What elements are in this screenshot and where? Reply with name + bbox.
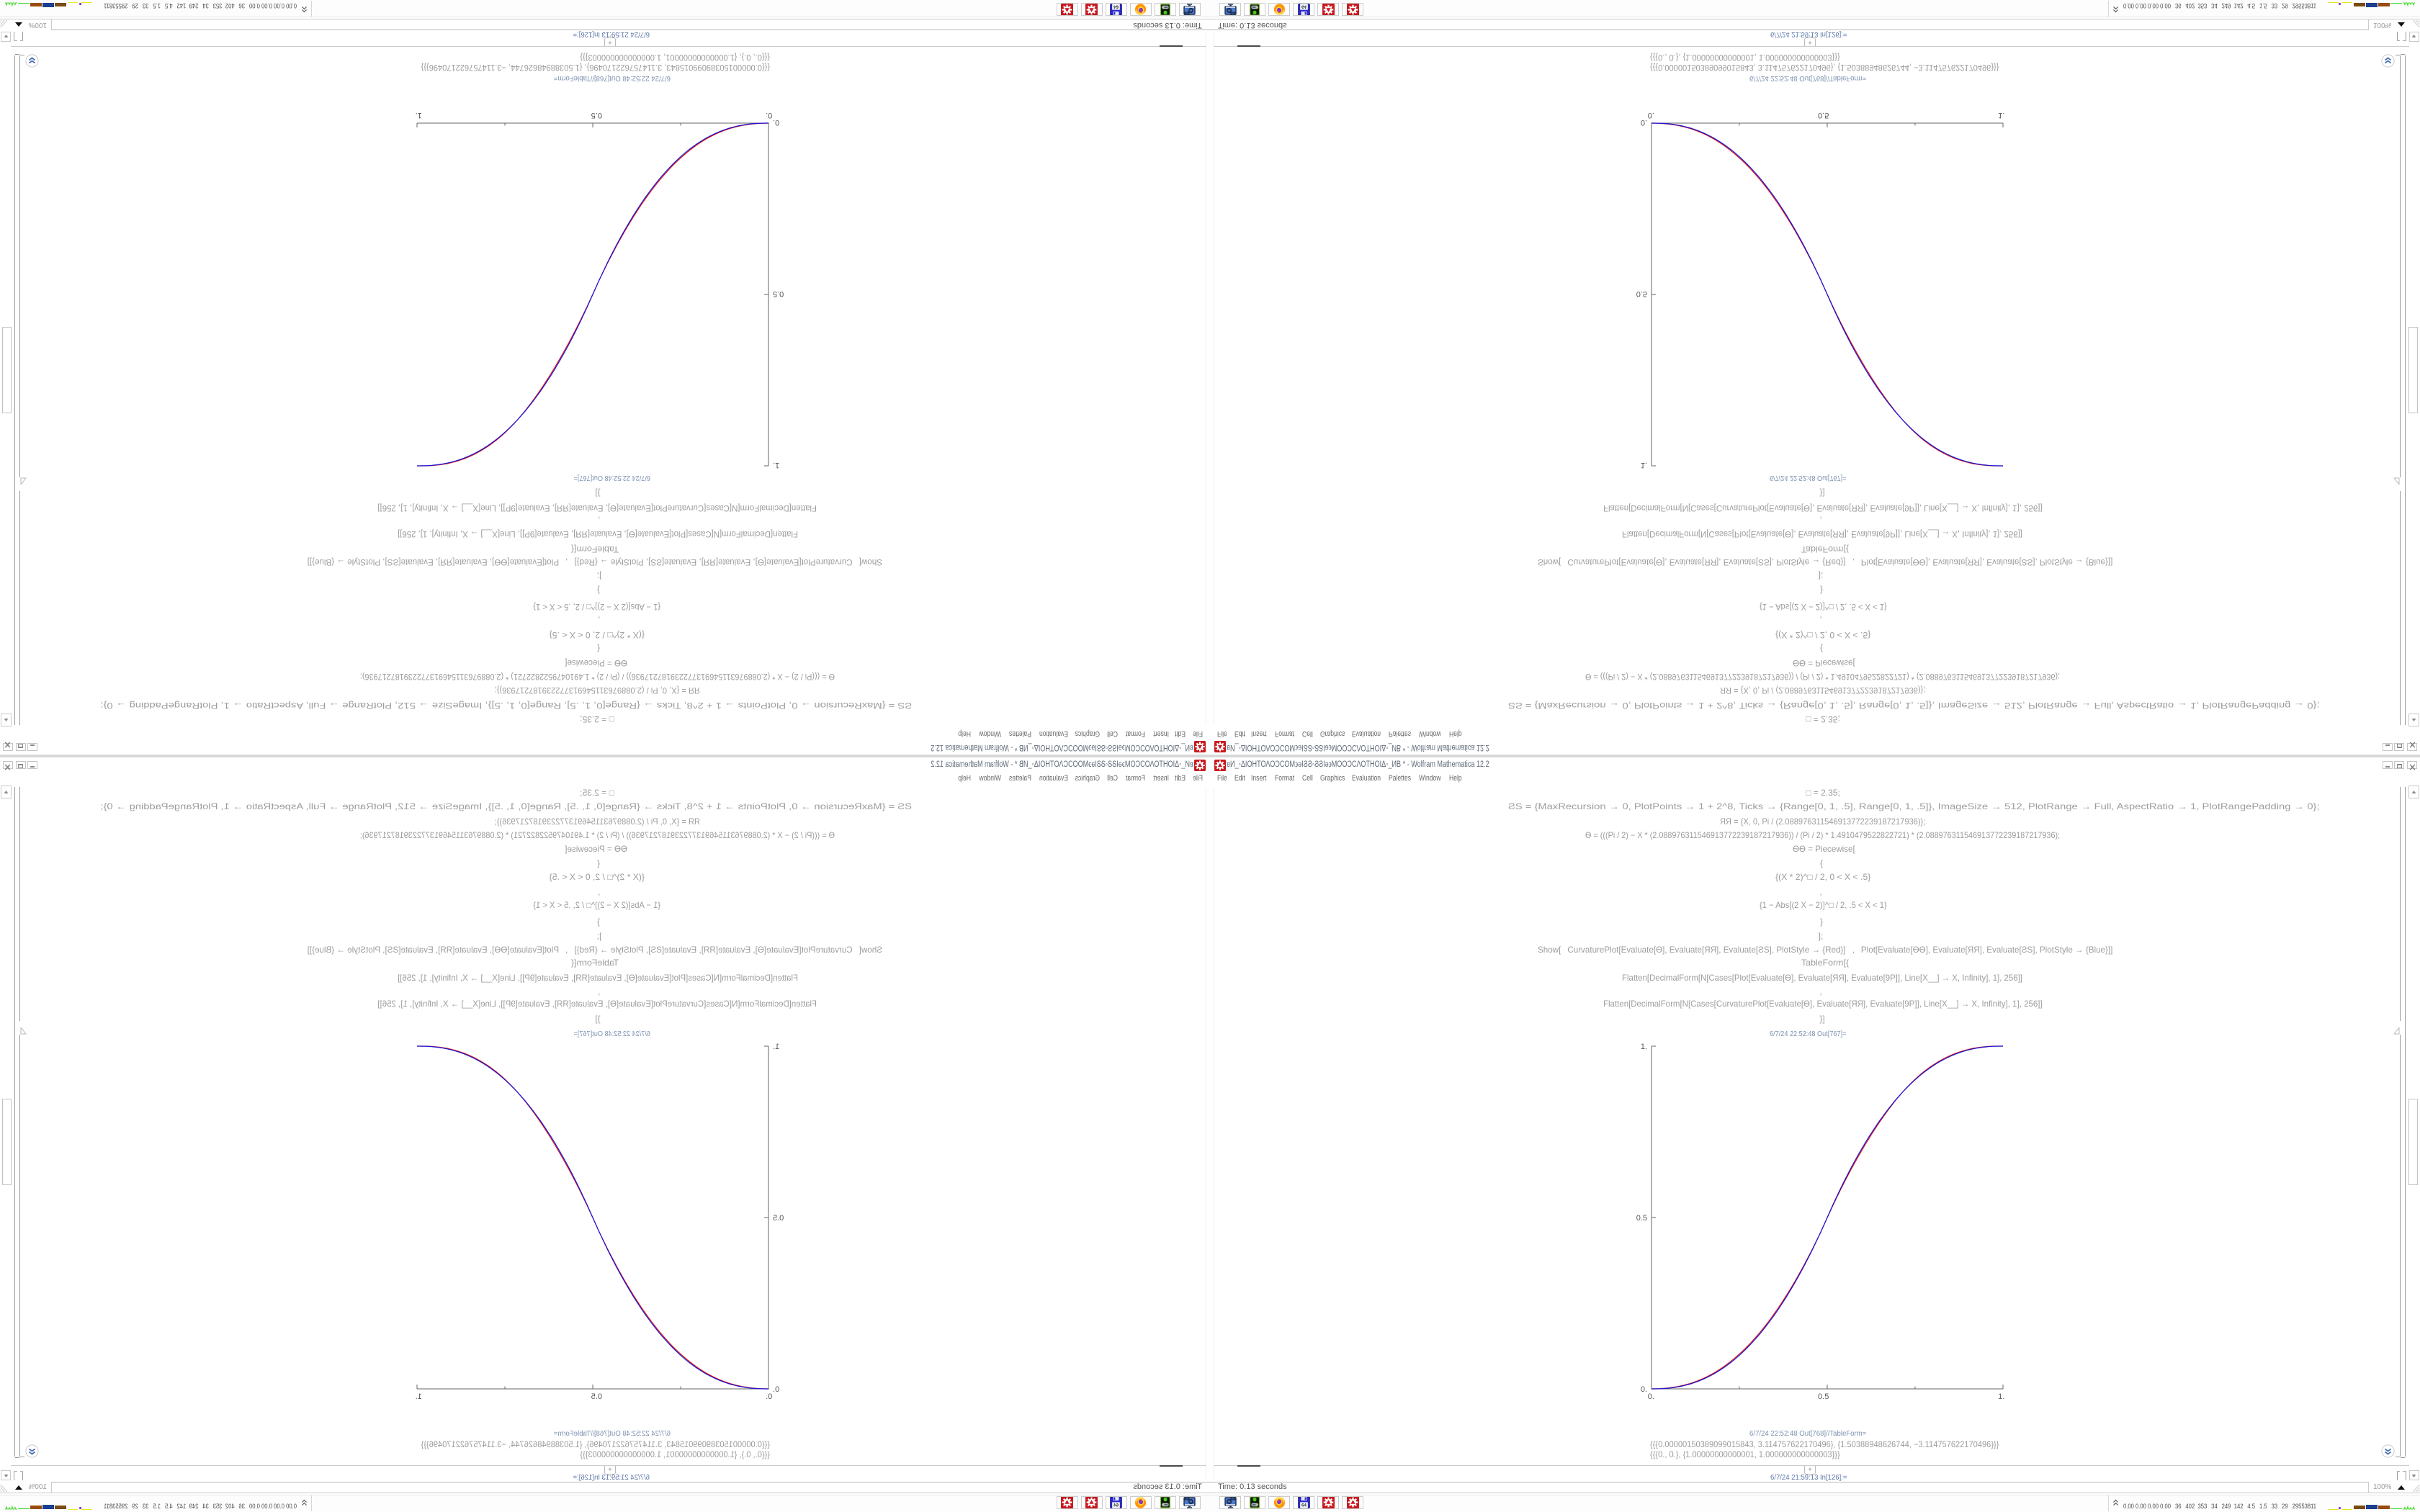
svg-text:64: 64 [1113,1503,1119,1508]
svg-text:1.: 1. [416,1392,422,1401]
svg-text:1.: 1. [773,1043,779,1051]
svg-text:1.: 1. [1998,111,2004,120]
svg-text:1.: 1. [1998,1392,2004,1401]
svg-text:1.: 1. [416,111,422,120]
svg-text:0.5: 0.5 [1636,1214,1647,1223]
svg-text:0.5: 0.5 [591,111,602,120]
svg-text:0.5: 0.5 [591,1392,602,1401]
svg-text:1.: 1. [773,461,779,469]
svg-text:0.5: 0.5 [1636,289,1647,298]
svg-text:0.5: 0.5 [1818,1392,1829,1401]
svg-text:0.: 0. [766,1392,772,1401]
svg-text:0.: 0. [1648,1392,1654,1401]
svg-text:0.: 0. [773,118,779,127]
svg-text:0.5: 0.5 [773,1214,784,1223]
svg-text:1.: 1. [1641,1043,1647,1051]
svg-text:0.: 0. [766,111,772,120]
svg-text:1.: 1. [1641,461,1647,469]
svg-text:0.: 0. [1641,1385,1647,1394]
svg-text:64: 64 [1301,4,1307,9]
svg-text:0.5: 0.5 [1818,111,1829,120]
svg-text:64: 64 [1113,4,1119,9]
svg-text:64: 64 [1301,1503,1307,1508]
svg-text:0.5: 0.5 [773,289,784,298]
svg-text:0.: 0. [1648,111,1654,120]
svg-text:0.: 0. [1641,118,1647,127]
svg-text:0.: 0. [773,1385,779,1394]
